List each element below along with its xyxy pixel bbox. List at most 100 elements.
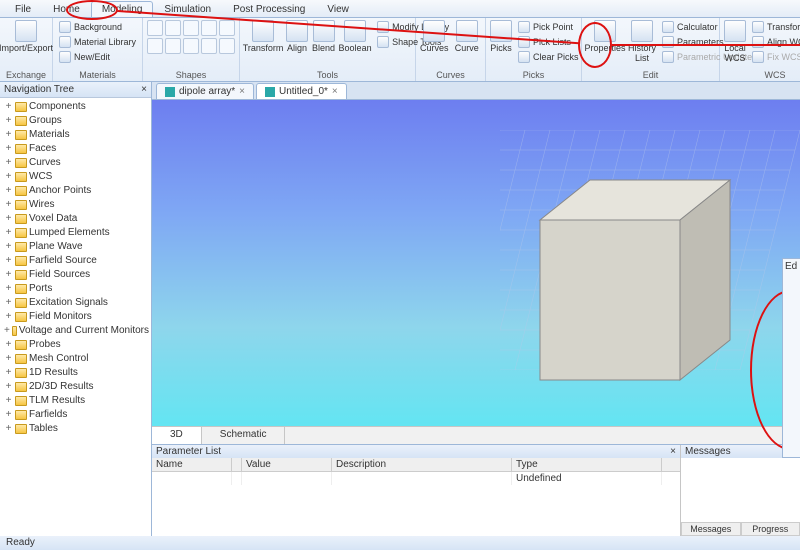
- tree-item[interactable]: +1D Results: [2, 366, 149, 380]
- group-curves-label: Curves: [420, 70, 481, 81]
- messages-tab-messages[interactable]: Messages: [681, 522, 741, 536]
- pick-point-button[interactable]: Pick Point: [516, 20, 581, 34]
- doc-tab-1[interactable]: Untitled_0*×: [256, 83, 347, 99]
- group-exchange-label: Exchange: [4, 70, 48, 81]
- view-tab-3d[interactable]: 3D: [152, 427, 202, 444]
- tab-home[interactable]: Home: [42, 1, 91, 17]
- tab-postprocessing[interactable]: Post Processing: [222, 1, 316, 17]
- doc-icon: [265, 87, 275, 97]
- shape-palette[interactable]: [147, 20, 235, 54]
- nav-close-icon[interactable]: ×: [141, 84, 147, 95]
- tab-simulation[interactable]: Simulation: [153, 1, 222, 17]
- tab-modeling[interactable]: Modeling: [91, 1, 154, 17]
- parameter-list-panel: Parameter List × NameValueDescriptionTyp…: [152, 445, 680, 536]
- status-bar: Ready: [0, 536, 800, 550]
- tree-item[interactable]: +Tables: [2, 422, 149, 436]
- pick-lists-button[interactable]: Pick Lists: [516, 35, 581, 49]
- tree-item[interactable]: +TLM Results: [2, 394, 149, 408]
- tree-item[interactable]: +Field Sources: [2, 268, 149, 282]
- transform-button[interactable]: Transform: [244, 20, 282, 54]
- history-icon: [631, 20, 653, 42]
- background-button[interactable]: Background: [57, 20, 138, 34]
- parameter-list-body[interactable]: Undefined: [152, 472, 680, 536]
- tree-item[interactable]: +Excitation Signals: [2, 296, 149, 310]
- local-wcs-button[interactable]: Local WCS: [724, 20, 746, 64]
- transform-wcs-button[interactable]: Transform WCS: [750, 20, 800, 34]
- tree-item[interactable]: +Ports: [2, 282, 149, 296]
- parameters-icon: [662, 36, 674, 48]
- clear-picks-icon: [518, 51, 530, 63]
- background-icon: [59, 21, 71, 33]
- side-popup-panel[interactable]: Ed: [782, 258, 800, 458]
- import-export-icon: [15, 20, 37, 42]
- tree-item[interactable]: +Curves: [2, 156, 149, 170]
- tree-item[interactable]: +Plane Wave: [2, 240, 149, 254]
- tree-item[interactable]: +Components: [2, 100, 149, 114]
- param-close-icon[interactable]: ×: [670, 446, 676, 457]
- parametric-update-icon: [662, 51, 674, 63]
- pick-point-icon: [518, 21, 530, 33]
- clear-picks-button[interactable]: Clear Picks: [516, 50, 581, 64]
- align-button[interactable]: Align: [286, 20, 308, 54]
- boolean-icon: [344, 20, 366, 42]
- tree-item[interactable]: +WCS: [2, 170, 149, 184]
- align-wcs-icon: [752, 36, 764, 48]
- tree-item[interactable]: +Anchor Points: [2, 184, 149, 198]
- navigation-title: Navigation Tree ×: [0, 82, 151, 98]
- material-library-button[interactable]: Material Library: [57, 35, 138, 49]
- tree-item[interactable]: +Materials: [2, 128, 149, 142]
- tree-item[interactable]: +Wires: [2, 198, 149, 212]
- new-edit-button[interactable]: New/Edit: [57, 50, 138, 64]
- main-area: Navigation Tree × +Components+Groups+Mat…: [0, 82, 800, 536]
- close-icon[interactable]: ×: [332, 86, 338, 97]
- viewport-3d[interactable]: [152, 100, 800, 426]
- tree-item[interactable]: +Farfield Source: [2, 254, 149, 268]
- tree-item[interactable]: +Field Monitors: [2, 310, 149, 324]
- tree-item[interactable]: +Mesh Control: [2, 352, 149, 366]
- blend-button[interactable]: Blend: [312, 20, 335, 54]
- group-materials-label: Materials: [57, 70, 138, 81]
- tree-item[interactable]: +Probes: [2, 338, 149, 352]
- align-wcs-button[interactable]: Align WCS: [750, 35, 800, 49]
- navigation-tree[interactable]: +Components+Groups+Materials+Faces+Curve…: [0, 98, 151, 536]
- transform-wcs-icon: [752, 21, 764, 33]
- messages-tab-progress[interactable]: Progress: [741, 522, 800, 536]
- history-list-button[interactable]: History List: [628, 20, 656, 64]
- picks-button[interactable]: Picks: [490, 20, 512, 54]
- shape-tools-icon: [377, 36, 389, 48]
- doc-tab-0[interactable]: dipole array*×: [156, 83, 254, 99]
- ribbon: Import/Export Exchange Background Materi…: [0, 18, 800, 82]
- messages-panel: Messages Messages Progress: [680, 445, 800, 536]
- boolean-button[interactable]: Boolean: [339, 20, 371, 54]
- align-icon: [286, 20, 308, 42]
- curve-tools-button[interactable]: Curve: [453, 20, 481, 54]
- tree-item[interactable]: +Voxel Data: [2, 212, 149, 226]
- tree-item[interactable]: +Faces: [2, 142, 149, 156]
- group-edit-label: Edit: [586, 70, 715, 81]
- parameter-list-title: Parameter List ×: [152, 445, 680, 458]
- tab-view[interactable]: View: [316, 1, 360, 17]
- transform-icon: [252, 20, 274, 42]
- tree-item[interactable]: +Voltage and Current Monitors: [2, 324, 149, 338]
- curves-button[interactable]: Curves: [420, 20, 449, 54]
- document-tabs: dipole array*× Untitled_0*×: [152, 82, 800, 100]
- tree-item[interactable]: +2D/3D Results: [2, 380, 149, 394]
- properties-button[interactable]: Properties: [586, 20, 624, 54]
- import-export-button[interactable]: Import/Export: [4, 20, 48, 54]
- messages-tabs: Messages Progress: [681, 522, 800, 536]
- view-tab-schematic[interactable]: Schematic: [202, 427, 286, 444]
- curve-icon: [456, 20, 478, 42]
- cube-model: [520, 160, 760, 400]
- fix-wcs-button[interactable]: Fix WCS: [750, 50, 800, 64]
- tree-item[interactable]: +Lumped Elements: [2, 226, 149, 240]
- messages-body[interactable]: [681, 458, 800, 522]
- modify-icon: [377, 21, 389, 33]
- navigation-panel: Navigation Tree × +Components+Groups+Mat…: [0, 82, 152, 536]
- close-icon[interactable]: ×: [239, 86, 245, 97]
- properties-icon: [594, 20, 616, 42]
- curves-icon: [423, 20, 445, 42]
- center-area: dipole array*× Untitled_0*× 3D Schematic: [152, 82, 800, 536]
- tree-item[interactable]: +Farfields: [2, 408, 149, 422]
- tree-item[interactable]: +Groups: [2, 114, 149, 128]
- tab-file[interactable]: File: [4, 1, 42, 17]
